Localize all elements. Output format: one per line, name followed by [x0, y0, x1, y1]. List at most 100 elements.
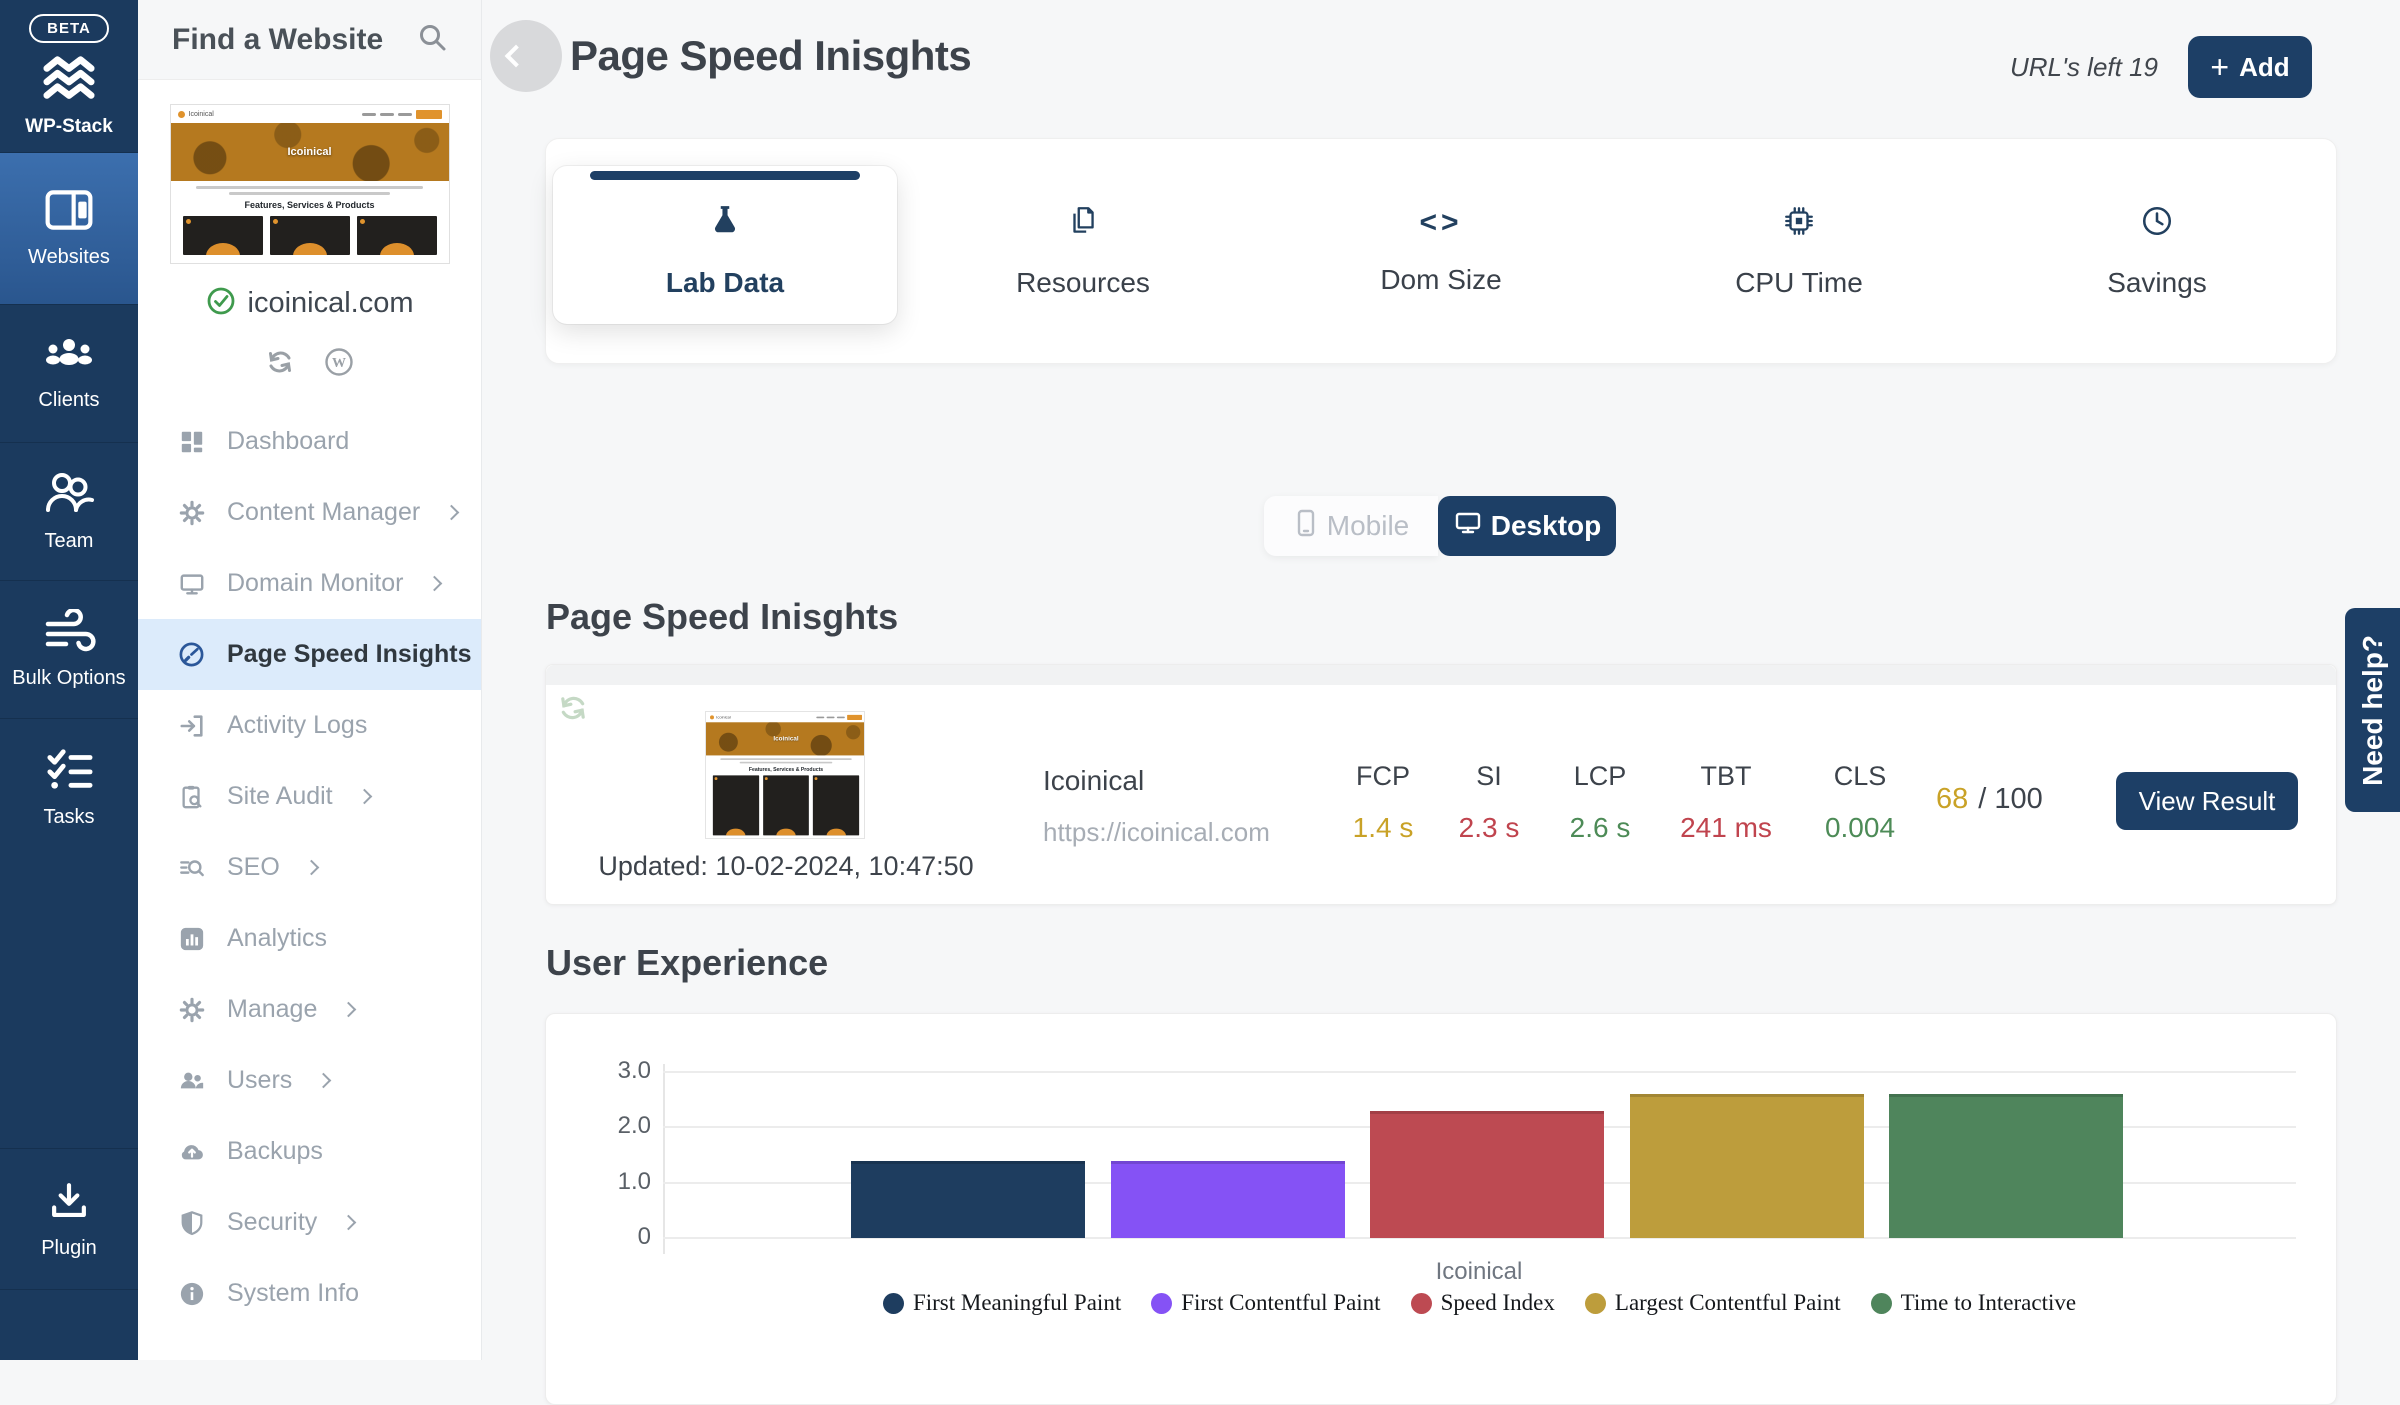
icon-rail: BETA WP-Stack Websites	[0, 0, 138, 1360]
dashboard-icon	[178, 428, 205, 455]
bar-largest-contentful-paint	[1630, 1094, 1864, 1238]
urls-left-counter: URL's left 19	[2009, 51, 2158, 82]
ux-section-heading: User Experience	[546, 942, 829, 983]
search-icon[interactable]	[417, 22, 447, 57]
metric-tbt: TBT 241 ms	[1680, 761, 1772, 843]
speedometer-icon	[178, 641, 205, 668]
site-domain-text: icoinical.com	[247, 287, 414, 319]
users-icon	[178, 1067, 205, 1094]
result-site-url: https://icoinical.com	[1043, 817, 1270, 847]
y-axis-tick-label: 0	[637, 1223, 651, 1250]
sidebar-collapse-button[interactable]	[490, 20, 562, 92]
sidebar-item-site-audit[interactable]: Site Audit	[138, 761, 481, 832]
updated-timestamp: Updated: 10-02-2024, 10:47:50	[598, 851, 974, 881]
active-site-domain: icoinical.com	[138, 286, 481, 321]
tab-dom-size[interactable]: <> Dom Size	[1380, 206, 1502, 295]
sidebar-item-manage[interactable]: Manage	[138, 974, 481, 1045]
chart-legend: First Meaningful Paint First Contentful P…	[663, 1290, 2296, 1316]
chevron-right-icon	[341, 1214, 357, 1231]
sidebar-item-page-speed-insights[interactable]: Page Speed Insights	[138, 619, 481, 690]
toggle-mobile[interactable]: Mobile	[1264, 496, 1438, 556]
gridline	[663, 1237, 2296, 1239]
chevron-right-icon	[356, 788, 372, 805]
rail-item-clients[interactable]: Clients	[0, 304, 138, 442]
sidebar-item-system-info[interactable]: System Info	[138, 1258, 481, 1329]
rail-item-tasks[interactable]: Tasks	[0, 718, 138, 856]
sidebar-item-content-manager[interactable]: Content Manager	[138, 477, 481, 548]
sidebar-item-analytics[interactable]: Analytics	[138, 903, 481, 974]
page-title: Page Speed Inisghts	[570, 32, 972, 79]
wordpress-icon[interactable]: W	[324, 347, 354, 382]
rail-item-bulk-options[interactable]: Bulk Options	[0, 580, 138, 718]
refresh-result-icon[interactable]	[558, 693, 588, 728]
sidebar-item-users[interactable]: Users	[138, 1045, 481, 1116]
legend-swatch	[1151, 1292, 1173, 1314]
user-experience-chart: Icoinical 0 1.0 2.0 3.0 First Meaningful Pai…	[545, 1013, 2337, 1405]
sidebar-item-dashboard[interactable]: Dashboard	[138, 406, 481, 477]
legend-label: Speed Index	[1440, 1290, 1555, 1315]
legend-swatch	[1410, 1292, 1432, 1314]
sidebar-item-security[interactable]: Security	[138, 1187, 481, 1258]
bar-speed-index	[1370, 1111, 1604, 1238]
gear-icon	[178, 499, 205, 526]
bar-first-meaningful-paint	[851, 1161, 1085, 1238]
legend-item-speed-index[interactable]: Speed Index	[1410, 1290, 1555, 1316]
legend-item-first-meaningful-paint[interactable]: First Meaningful Paint	[882, 1290, 1121, 1316]
preview-text-lines	[171, 181, 449, 198]
legend-label: Time to Interactive	[1900, 1290, 2077, 1315]
legend-item-first-contentful-paint[interactable]: First Contentful Paint	[1151, 1290, 1381, 1316]
header-actions: URL's left 19 + Add	[2010, 36, 2312, 98]
bar-first-contentful-paint	[1111, 1161, 1345, 1238]
refresh-icon[interactable]	[266, 348, 294, 381]
checklist-icon	[42, 746, 96, 792]
tab-savings[interactable]: Savings	[1978, 139, 2336, 363]
chevron-right-icon	[341, 1001, 357, 1018]
sidebar-item-activity-logs[interactable]: Activity Logs	[138, 690, 481, 761]
rail-item-websites[interactable]: Websites	[0, 152, 138, 304]
gridline	[663, 1071, 2296, 1074]
rail-item-label: Tasks	[43, 806, 95, 828]
site-thumbnail[interactable]: Icoinical Icoinical Features, Services &…	[169, 104, 450, 264]
view-result-button[interactable]: View Result	[2116, 772, 2298, 830]
shield-icon	[178, 1209, 205, 1236]
cloud-upload-icon	[178, 1138, 205, 1165]
legend-swatch	[1584, 1292, 1606, 1314]
gear-icon	[178, 996, 205, 1023]
legend-label: Largest Contentful Paint	[1614, 1290, 1841, 1315]
preview-subheading: Features, Services & Products	[244, 200, 375, 210]
need-help-tab[interactable]: Need help?	[2345, 608, 2400, 812]
sidebar-item-domain-monitor[interactable]: Domain Monitor	[138, 548, 481, 619]
device-toggle: Mobile Desktop	[1264, 496, 1616, 556]
toggle-desktop[interactable]: Desktop	[1438, 496, 1616, 556]
monitor-icon	[178, 570, 205, 597]
legend-item-time-to-interactive[interactable]: Time to Interactive	[1870, 1290, 2077, 1316]
tab-lab-data[interactable]: Lab Data	[546, 139, 904, 363]
main-content: Page Speed Inisghts URL's left 19 + Add …	[482, 0, 2400, 1405]
code-icon: <>	[1419, 206, 1463, 239]
result-site-thumbnail[interactable]: Icoinical Icoinical Features, Services &…	[705, 711, 865, 839]
preview-hero: Icoinical	[170, 123, 449, 181]
rail-item-plugin[interactable]: Plugin	[0, 1148, 138, 1290]
chevron-right-icon	[443, 504, 460, 521]
info-icon	[178, 1280, 205, 1307]
sidebar-item-backups[interactable]: Backups	[138, 1116, 481, 1187]
chevron-right-icon	[427, 575, 443, 592]
bar-time-to-interactive	[1889, 1094, 2123, 1238]
chevron-right-icon	[316, 1072, 332, 1089]
tab-cpu-time[interactable]: CPU Time	[1620, 139, 1978, 363]
add-url-button[interactable]: + Add	[2188, 36, 2312, 98]
login-arrow-icon	[178, 712, 205, 739]
tab-resources[interactable]: Resources	[904, 139, 1262, 363]
performance-score: 68 / 100	[1936, 783, 2043, 815]
x-axis-category-label: Icoinical	[1435, 1258, 1523, 1285]
legend-item-largest-contentful-paint[interactable]: Largest Contentful Paint	[1584, 1290, 1841, 1316]
legend-swatch	[882, 1292, 904, 1314]
download-icon	[43, 1179, 95, 1223]
clock-icon	[2140, 204, 2174, 243]
rail-item-label: Team	[44, 530, 94, 552]
wp-stack-logo-icon	[40, 53, 98, 110]
speed-result-card: Icoinical Icoinical Features, Services &…	[545, 664, 2337, 905]
sidebar-item-seo[interactable]: SEO	[138, 832, 481, 903]
rail-item-team[interactable]: Team	[0, 442, 138, 580]
legend-swatch	[1870, 1292, 1892, 1314]
